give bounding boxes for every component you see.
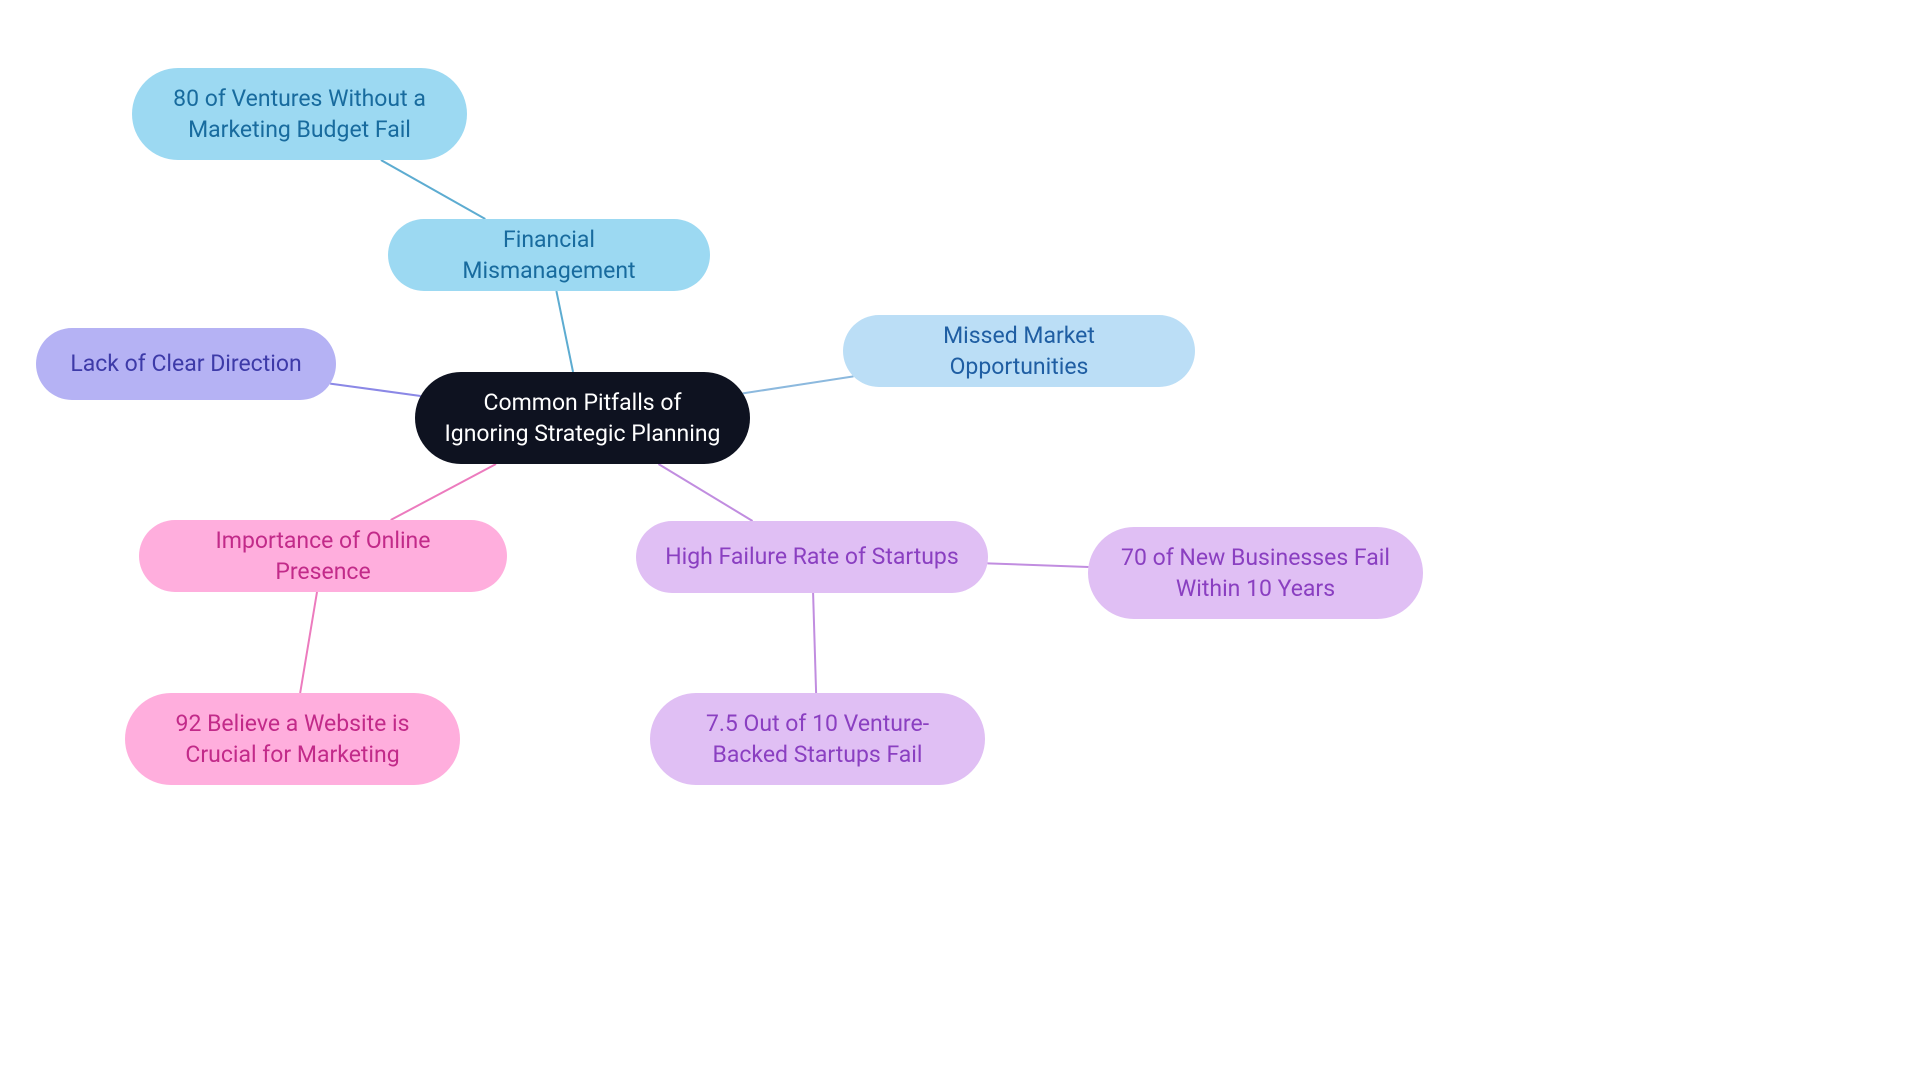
node-label: 70 of New Businesses Fail Within 10 Year…	[1116, 542, 1395, 604]
node-ten_year_fail: 70 of New Businesses Fail Within 10 Year…	[1088, 527, 1423, 619]
edge-center-missed_ops	[743, 376, 854, 393]
edge-center-lack_direction	[330, 384, 420, 396]
node-label: Missed Market Opportunities	[871, 320, 1167, 382]
node-failure_rate: High Failure Rate of Startups	[636, 521, 988, 593]
node-online_presence: Importance of Online Presence	[139, 520, 507, 592]
node-label: High Failure Rate of Startups	[665, 541, 958, 572]
node-center: Common Pitfalls of Ignoring Strategic Pl…	[415, 372, 750, 464]
node-label: Common Pitfalls of Ignoring Strategic Pl…	[443, 387, 722, 449]
node-vc_fail: 7.5 Out of 10 Venture-Backed Startups Fa…	[650, 693, 985, 785]
node-label: Lack of Clear Direction	[70, 348, 301, 379]
edge-center-online_presence	[391, 464, 496, 520]
node-label: 92 Believe a Website is Crucial for Mark…	[153, 708, 432, 770]
edge-financial-budget_fail	[381, 160, 485, 219]
node-label: 7.5 Out of 10 Venture-Backed Startups Fa…	[678, 708, 957, 770]
node-label: Importance of Online Presence	[167, 525, 479, 587]
edge-center-failure_rate	[658, 464, 752, 521]
node-lack_direction: Lack of Clear Direction	[36, 328, 336, 400]
node-label: 80 of Ventures Without a Marketing Budge…	[160, 83, 439, 145]
node-label: Financial Mismanagement	[416, 224, 682, 286]
node-website_crucial: 92 Believe a Website is Crucial for Mark…	[125, 693, 460, 785]
node-budget_fail: 80 of Ventures Without a Marketing Budge…	[132, 68, 467, 160]
edge-online_presence-website_crucial	[300, 592, 317, 693]
node-missed_ops: Missed Market Opportunities	[843, 315, 1195, 387]
edge-failure_rate-vc_fail	[813, 593, 816, 693]
node-financial: Financial Mismanagement	[388, 219, 710, 291]
edge-failure_rate-ten_year_fail	[987, 563, 1088, 567]
edge-center-financial	[556, 291, 573, 372]
